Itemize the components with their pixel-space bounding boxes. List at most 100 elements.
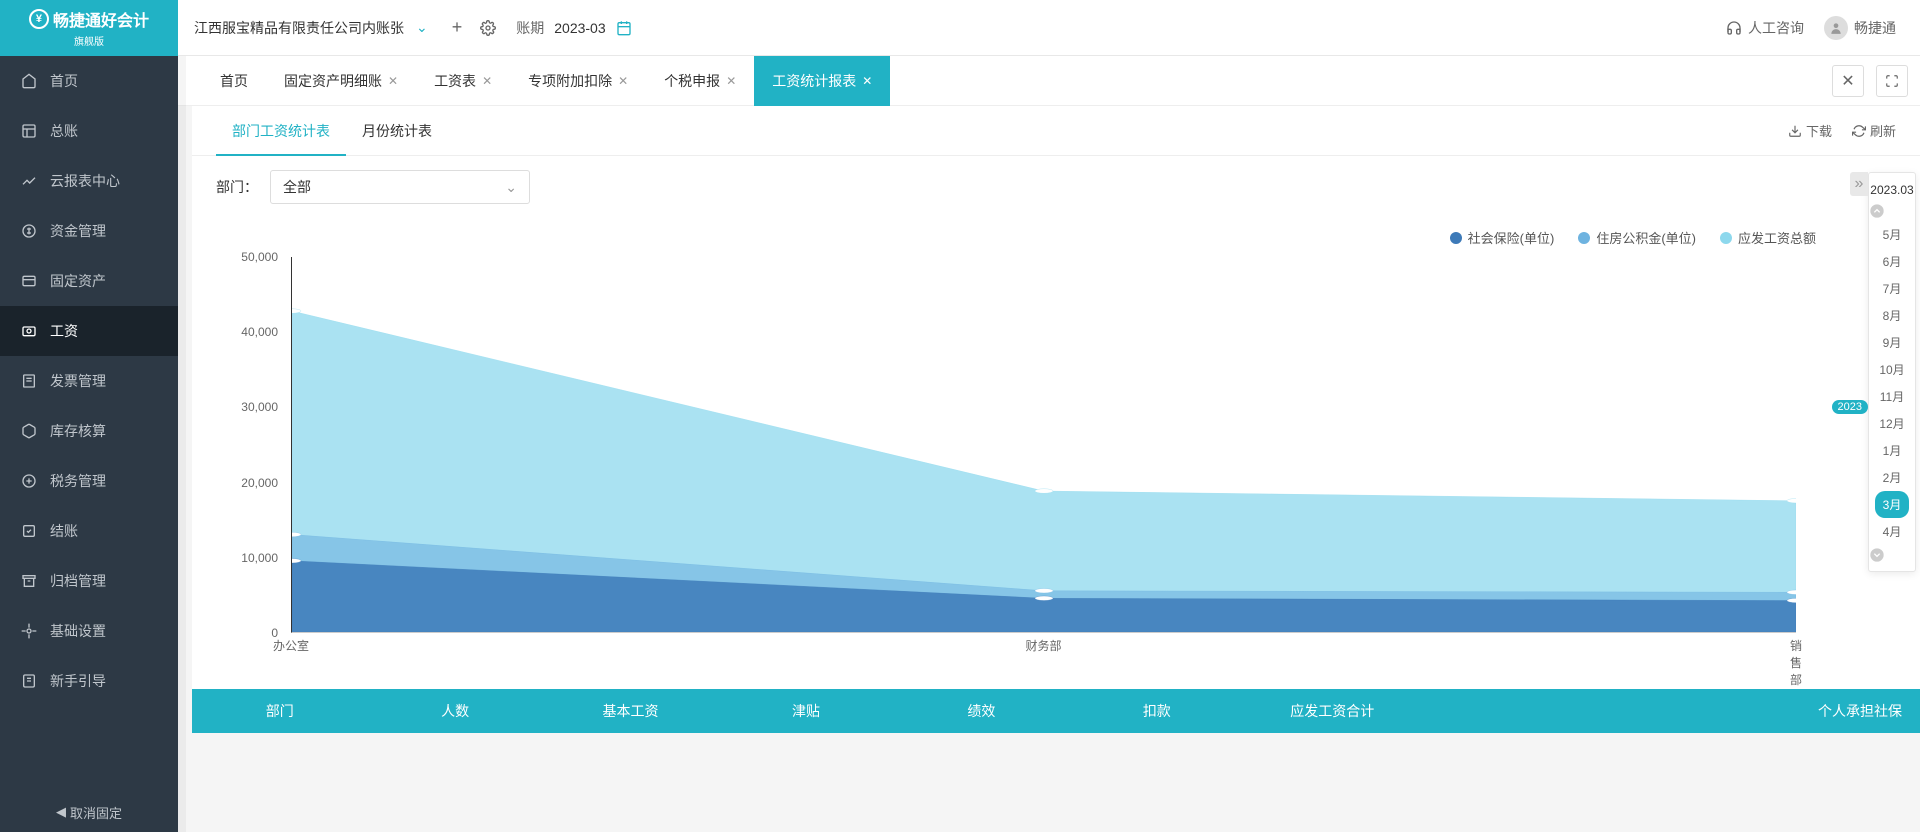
tabs-bar: 首页固定资产明细账✕工资表✕专项附加扣除✕个税申报✕工资统计报表✕ ✕: [178, 56, 1920, 106]
month-item[interactable]: 11月: [1869, 383, 1915, 410]
chart: 010,00020,00030,00040,00050,000 办公室财务部销售…: [216, 257, 1896, 657]
home-icon: [20, 72, 38, 90]
year-badge: 2023: [1832, 400, 1868, 414]
sidebar-item-guide[interactable]: 新手引导: [0, 656, 178, 706]
month-item[interactable]: 4月: [1869, 518, 1915, 545]
refresh-button[interactable]: 刷新: [1852, 121, 1896, 140]
table-header: 部门人数基本工资津贴绩效扣款应发工资合计个人承担社保: [192, 689, 1920, 733]
close-all-tabs-button[interactable]: ✕: [1832, 65, 1864, 97]
download-icon: [1788, 124, 1802, 138]
sidebar-item-salary[interactable]: 工资: [0, 306, 178, 356]
tab-label: 个税申报: [664, 71, 720, 91]
sidebar-item-label: 总账: [50, 121, 78, 141]
scrollbar[interactable]: [178, 56, 186, 832]
sidebar-item-settings[interactable]: 基础设置: [0, 606, 178, 656]
dept-filter-label: 部门：: [216, 177, 258, 197]
add-icon[interactable]: +: [452, 17, 463, 38]
month-item[interactable]: 8月: [1869, 302, 1915, 329]
tab-close-icon[interactable]: ✕: [482, 74, 492, 88]
sidebar-item-label: 资金管理: [50, 221, 106, 241]
sidebar-item-invoice[interactable]: 发票管理: [0, 356, 178, 406]
tab-close-icon[interactable]: ✕: [618, 74, 628, 88]
support-button[interactable]: 人工咨询: [1726, 18, 1804, 38]
sidebar-unpin[interactable]: ◀ 取消固定: [0, 792, 178, 832]
sidebar-item-report[interactable]: 云报表中心: [0, 156, 178, 206]
legend-label: 应发工资总额: [1738, 228, 1816, 247]
sidebar-item-tax[interactable]: 税务管理: [0, 456, 178, 506]
legend-dot-icon: [1450, 232, 1462, 244]
brand-edition: 旗舰版: [74, 33, 104, 48]
sidebar-item-inventory[interactable]: 库存核算: [0, 406, 178, 456]
sidebar-item-ledger[interactable]: 总账: [0, 106, 178, 156]
month-item[interactable]: 5月: [1869, 221, 1915, 248]
settings-icon: [20, 622, 38, 640]
sidebar-item-label: 首页: [50, 71, 78, 91]
chevron-down-icon: ⌄: [505, 179, 517, 196]
month-panel: 2023.03 5月6月7月8月9月10月11月12月1月2月3月4月: [1868, 172, 1916, 572]
fund-icon: [20, 222, 38, 240]
inventory-icon: [20, 422, 38, 440]
x-axis-label: 财务部: [1025, 637, 1061, 654]
tab-close-icon[interactable]: ✕: [388, 74, 398, 88]
brand-logo[interactable]: ¥ 畅捷通好会计 旗舰版: [0, 0, 178, 56]
month-item[interactable]: 3月: [1875, 491, 1909, 518]
sidebar-item-asset[interactable]: 固定资产: [0, 256, 178, 306]
month-panel-toggle[interactable]: »: [1850, 172, 1868, 196]
support-label: 人工咨询: [1748, 18, 1804, 38]
month-item[interactable]: 7月: [1869, 275, 1915, 302]
report-icon: [20, 172, 38, 190]
month-item[interactable]: 1月: [1869, 437, 1915, 464]
download-button[interactable]: 下载: [1788, 121, 1832, 140]
legend-label: 住房公积金(单位): [1596, 228, 1696, 247]
sidebar-item-close[interactable]: 结账: [0, 506, 178, 556]
tab-1[interactable]: 固定资产明细账✕: [266, 56, 416, 106]
sidebar-item-fund[interactable]: 资金管理: [0, 206, 178, 256]
guide-icon: [20, 672, 38, 690]
legend-item[interactable]: 住房公积金(单位): [1578, 228, 1696, 247]
dept-filter-select[interactable]: 全部 ⌄: [270, 170, 530, 204]
sidebar-item-label: 归档管理: [50, 571, 106, 591]
tab-close-icon[interactable]: ✕: [726, 74, 736, 88]
legend-item[interactable]: 应发工资总额: [1720, 228, 1816, 247]
sub-tab-0[interactable]: 部门工资统计表: [216, 106, 346, 156]
tab-4[interactable]: 个税申报 ✕: [646, 56, 754, 106]
table-header-cell: 个人承担社保: [1800, 701, 1920, 721]
month-down-arrow[interactable]: [1869, 545, 1915, 565]
unpin-icon: ◀: [56, 804, 66, 820]
user-menu[interactable]: 畅捷通: [1824, 16, 1896, 40]
month-item[interactable]: 12月: [1869, 410, 1915, 437]
gear-icon[interactable]: [480, 20, 496, 36]
period-selector[interactable]: 账期 2023-03: [516, 18, 631, 38]
y-axis-label: 10,000: [241, 551, 278, 565]
close-icon: [20, 522, 38, 540]
table-header-cell: 基本工资: [543, 701, 718, 721]
table-header-cell: 应发工资合计: [1245, 701, 1420, 721]
month-up-arrow[interactable]: [1869, 201, 1915, 221]
month-item[interactable]: 9月: [1869, 329, 1915, 356]
sidebar-item-label: 发票管理: [50, 371, 106, 391]
fullscreen-button[interactable]: [1876, 65, 1908, 97]
sidebar-item-archive[interactable]: 归档管理: [0, 556, 178, 606]
tab-3[interactable]: 专项附加扣除✕: [510, 56, 646, 106]
chart-container: 社会保险(单位) 住房公积金(单位) 应发工资总额 010,00020,00030,…: [192, 218, 1920, 677]
calendar-icon: [616, 20, 632, 36]
salary-icon: [20, 322, 38, 340]
month-item[interactable]: 10月: [1869, 356, 1915, 383]
sidebar: 首页总账云报表中心资金管理固定资产工资发票管理库存核算税务管理结账归档管理基础设…: [0, 56, 178, 832]
tab-5[interactable]: 工资统计报表✕: [754, 56, 890, 106]
download-label: 下载: [1806, 121, 1832, 140]
company-selector[interactable]: 江西服宝精品有限责任公司内账张 ⌄: [178, 18, 444, 38]
tab-0[interactable]: 首页: [202, 56, 266, 106]
month-item[interactable]: 6月: [1869, 248, 1915, 275]
sidebar-item-label: 库存核算: [50, 421, 106, 441]
refresh-icon: [1852, 124, 1866, 138]
sub-tab-1[interactable]: 月份统计表: [346, 106, 448, 156]
x-axis-label: 销售部: [1790, 637, 1802, 688]
sidebar-item-label: 新手引导: [50, 671, 106, 691]
legend-item[interactable]: 社会保险(单位): [1450, 228, 1555, 247]
tab-2[interactable]: 工资表✕: [416, 56, 510, 106]
month-item[interactable]: 2月: [1869, 464, 1915, 491]
brand-logo-icon: ¥: [29, 9, 49, 29]
tab-close-icon[interactable]: ✕: [862, 74, 872, 88]
sidebar-item-home[interactable]: 首页: [0, 56, 178, 106]
